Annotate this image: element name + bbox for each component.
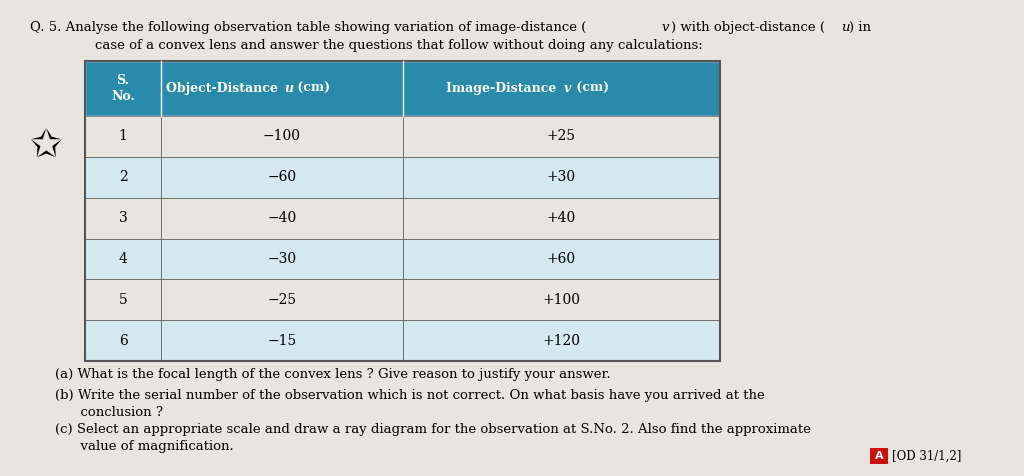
Text: 1: 1 [119, 129, 128, 143]
FancyBboxPatch shape [85, 116, 161, 157]
Text: A: A [874, 451, 884, 461]
FancyBboxPatch shape [402, 157, 720, 198]
FancyBboxPatch shape [85, 157, 161, 198]
Text: (cm): (cm) [572, 82, 609, 95]
Text: +120: +120 [543, 334, 581, 347]
Text: v: v [563, 82, 570, 95]
Text: conclusion ?: conclusion ? [55, 406, 163, 419]
Text: 5: 5 [119, 293, 127, 307]
Text: −100: −100 [263, 129, 301, 143]
Text: (a) What is the focal length of the convex lens ? Give reason to justify your an: (a) What is the focal length of the conv… [55, 368, 610, 381]
Text: ✩: ✩ [29, 127, 61, 165]
Text: +60: +60 [547, 252, 575, 266]
FancyBboxPatch shape [402, 198, 720, 238]
FancyBboxPatch shape [85, 279, 161, 320]
FancyBboxPatch shape [161, 320, 402, 361]
Text: Image-Distance: Image-Distance [446, 82, 561, 95]
Text: S.
No.: S. No. [112, 74, 135, 103]
Text: ) in: ) in [849, 21, 871, 34]
Text: 4: 4 [119, 252, 128, 266]
Text: −40: −40 [267, 211, 297, 225]
FancyBboxPatch shape [161, 238, 402, 279]
Text: −25: −25 [267, 293, 296, 307]
FancyBboxPatch shape [402, 279, 720, 320]
Text: −15: −15 [267, 334, 297, 347]
FancyBboxPatch shape [402, 238, 720, 279]
FancyBboxPatch shape [161, 116, 402, 157]
Text: −30: −30 [267, 252, 296, 266]
FancyBboxPatch shape [85, 198, 161, 238]
FancyBboxPatch shape [161, 279, 402, 320]
Text: −60: −60 [267, 170, 296, 184]
Text: Q. 5. Analyse the following observation table showing variation of image-distanc: Q. 5. Analyse the following observation … [30, 21, 587, 34]
Text: (c) Select an appropriate scale and draw a ray diagram for the observation at S.: (c) Select an appropriate scale and draw… [55, 423, 811, 436]
FancyBboxPatch shape [85, 320, 161, 361]
Text: +40: +40 [547, 211, 575, 225]
Text: u: u [284, 82, 293, 95]
FancyBboxPatch shape [870, 448, 888, 464]
FancyBboxPatch shape [161, 157, 402, 198]
Text: 2: 2 [119, 170, 127, 184]
Text: u: u [841, 21, 850, 34]
FancyBboxPatch shape [402, 116, 720, 157]
Text: Object-Distance: Object-Distance [166, 82, 282, 95]
Text: v: v [662, 21, 670, 34]
Text: +25: +25 [547, 129, 575, 143]
Text: value of magnification.: value of magnification. [55, 440, 233, 453]
Text: +30: +30 [547, 170, 575, 184]
Text: case of a convex lens and answer the questions that follow without doing any cal: case of a convex lens and answer the que… [95, 39, 702, 52]
Text: (cm): (cm) [293, 82, 330, 95]
FancyBboxPatch shape [402, 320, 720, 361]
Text: [OD 31/1,2]: [OD 31/1,2] [892, 449, 962, 463]
Text: ) with object-distance (: ) with object-distance ( [671, 21, 825, 34]
FancyBboxPatch shape [161, 198, 402, 238]
Text: 6: 6 [119, 334, 127, 347]
Text: 3: 3 [119, 211, 127, 225]
Text: (b) Write the serial number of the observation which is not correct. On what bas: (b) Write the serial number of the obser… [55, 389, 765, 402]
FancyBboxPatch shape [85, 61, 720, 116]
Text: +100: +100 [543, 293, 581, 307]
FancyBboxPatch shape [85, 238, 161, 279]
